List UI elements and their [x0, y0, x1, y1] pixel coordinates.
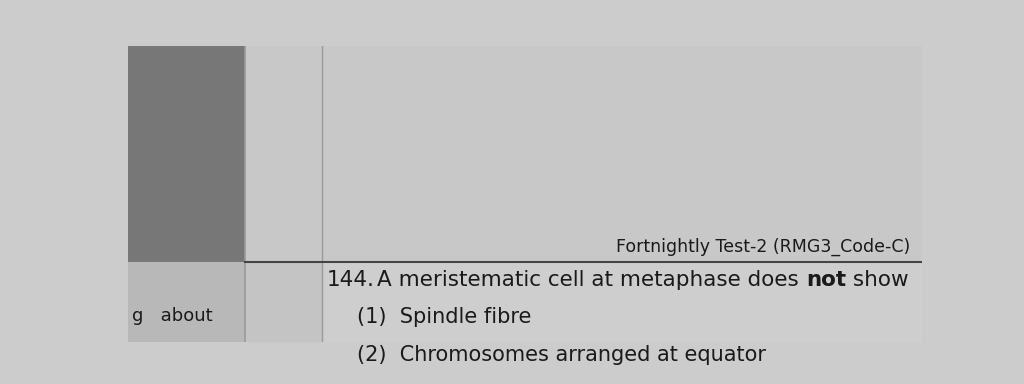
Text: g   about: g about — [132, 306, 213, 324]
Bar — [323, 46, 922, 342]
Bar — [128, 46, 922, 262]
Bar — [246, 46, 323, 342]
Text: (1)  Spindle fibre: (1) Spindle fibre — [357, 306, 531, 326]
Text: 144.: 144. — [327, 270, 375, 290]
Bar — [128, 46, 246, 262]
Text: Fortnightly Test-2 (RMG3_Code-C): Fortnightly Test-2 (RMG3_Code-C) — [615, 237, 910, 256]
Text: (2)  Chromosomes arranged at equator: (2) Chromosomes arranged at equator — [357, 345, 766, 365]
Text: not: not — [806, 270, 846, 290]
Text: A meristematic cell at metaphase does: A meristematic cell at metaphase does — [378, 270, 806, 290]
Bar — [128, 46, 246, 342]
Text: show: show — [846, 270, 908, 290]
